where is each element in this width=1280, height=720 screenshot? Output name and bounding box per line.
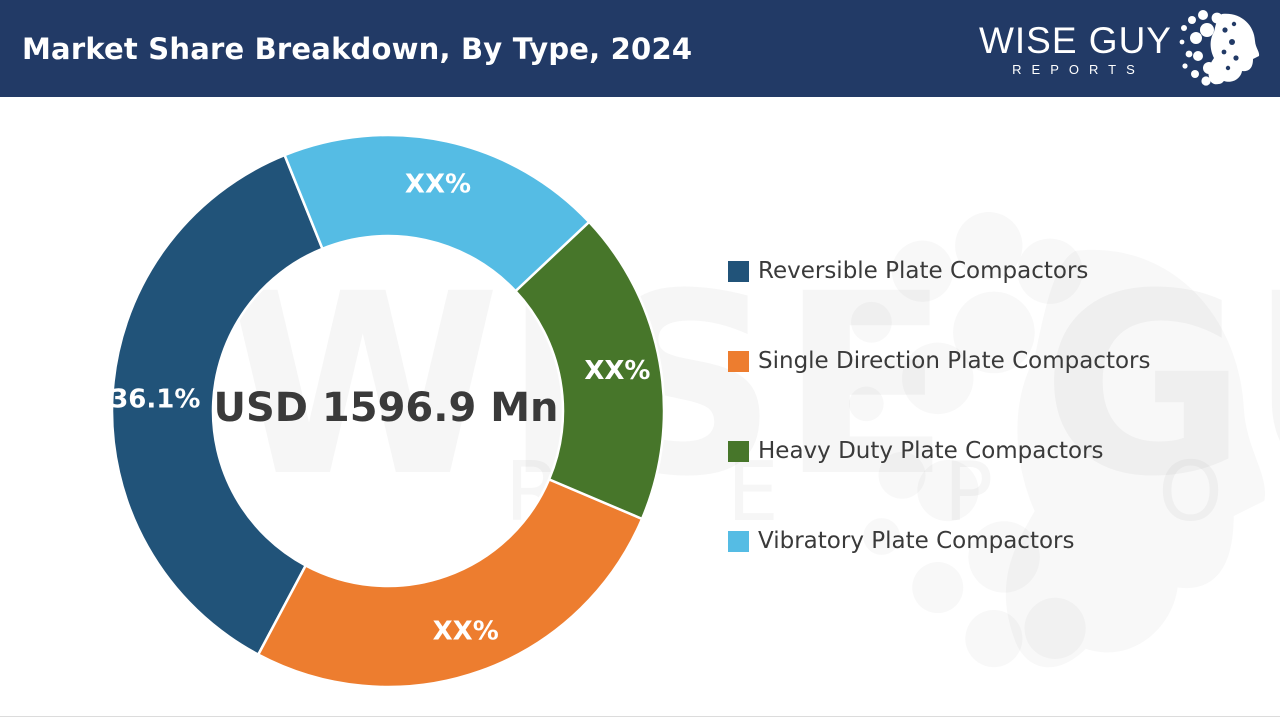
legend-label: Reversible Plate Compactors bbox=[758, 258, 1089, 284]
donut-slice bbox=[257, 478, 644, 689]
legend-item: Heavy Duty Plate Compactors bbox=[728, 436, 1104, 466]
center-value: USD 1596.9 Mn bbox=[213, 385, 559, 431]
brand-subname: REPORTS bbox=[1012, 61, 1145, 77]
slice-value-label: XX% bbox=[405, 169, 471, 199]
page-title: Market Share Breakdown, By Type, 2024 bbox=[22, 31, 693, 66]
slice-value-label: XX% bbox=[584, 356, 650, 386]
donut-chart: 36.1% XX% XX% XX% bbox=[110, 133, 666, 689]
legend-swatch bbox=[728, 350, 749, 372]
legend-item: Vibratory Plate Compactors bbox=[728, 526, 1074, 556]
legend-swatch bbox=[728, 530, 749, 552]
brand-logo: WISE GUY REPORTS bbox=[979, 8, 1262, 90]
legend-label: Vibratory Plate Compactors bbox=[758, 528, 1075, 554]
legend-label: Heavy Duty Plate Compactors bbox=[758, 438, 1104, 464]
watermark-wordmark: WISE GUY bbox=[225, 240, 1280, 531]
legend-swatch bbox=[728, 260, 749, 282]
slice-value-label: XX% bbox=[433, 617, 499, 647]
slice-value-label: 36.1% bbox=[110, 385, 200, 415]
brand-name: WISE GUY bbox=[978, 19, 1172, 61]
header-bar: Market Share Breakdown, By Type, 2024 WI… bbox=[0, 0, 1280, 97]
brand-wordmark: WISE GUY REPORTS bbox=[979, 22, 1172, 76]
bottom-divider bbox=[0, 716, 1280, 717]
donut-slices bbox=[110, 133, 666, 689]
legend-label: Single Direction Plate Compactors bbox=[758, 348, 1151, 374]
donut-slice bbox=[514, 220, 666, 521]
donut-slice-labels: 36.1% XX% XX% XX% bbox=[110, 169, 650, 646]
legend-swatch bbox=[728, 440, 749, 462]
donut-slice bbox=[110, 153, 324, 656]
legend-item: Reversible Plate Compactors bbox=[728, 256, 1088, 286]
wiseguy-face-icon bbox=[1179, 9, 1260, 86]
donut-slice bbox=[283, 133, 591, 293]
watermark-face bbox=[848, 212, 1266, 668]
legend-item: Single Direction Plate Compactors bbox=[728, 346, 1150, 376]
